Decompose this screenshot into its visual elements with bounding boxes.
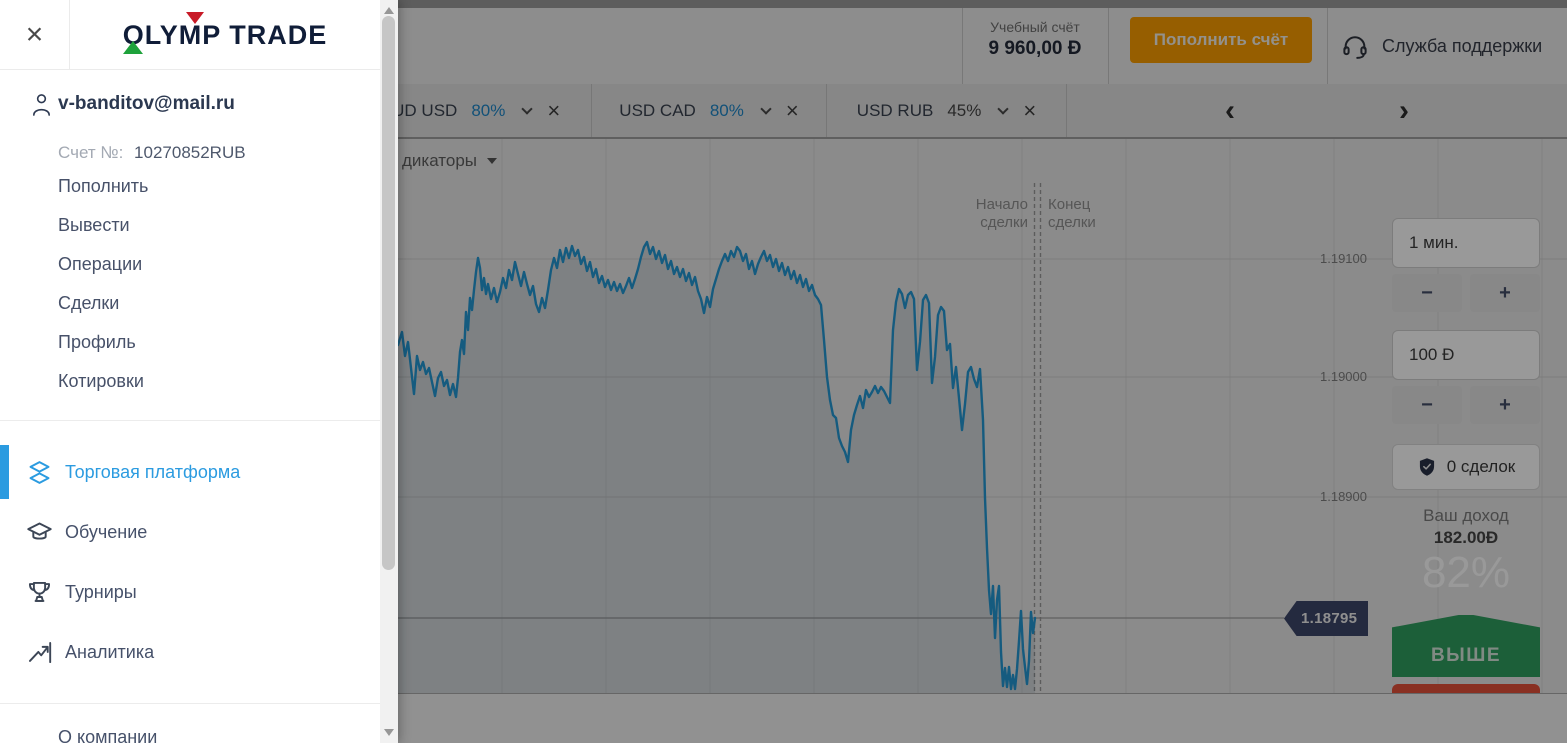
topbar-divider xyxy=(962,8,963,84)
sidebar-item-platform-layers[interactable]: Торговая платформа xyxy=(0,442,380,502)
amount-plus-button[interactable]: + xyxy=(1470,386,1540,424)
platform-layers-icon xyxy=(29,460,50,484)
sidebar-item-label: Обучение xyxy=(65,521,148,542)
amount-input[interactable] xyxy=(1392,330,1540,380)
logo-text: OLYMP TRADE xyxy=(122,11,328,54)
sidebar-item-trophy[interactable]: Турниры xyxy=(0,562,380,622)
account-number-value: 10270852RUB xyxy=(134,143,246,162)
sidebar-account-menu: Пополнить Вывести Операции Сделки Профиль Кот… xyxy=(58,167,148,401)
income-label: Ваш доход xyxy=(1423,506,1509,525)
tabs-scroll-nav: ‹ › xyxy=(1067,84,1567,137)
shield-check-icon xyxy=(1419,458,1434,476)
main-menu-sidebar: × OLYMP TRADE v-banditov@mail.ru Счет №:… xyxy=(0,0,398,743)
account-type-label: Учебный счёт xyxy=(990,19,1080,35)
price-axis-label: 1.19000 xyxy=(1320,369,1367,384)
amount-minus-button[interactable]: − xyxy=(1392,386,1462,424)
sidebar-item-graduation-cap[interactable]: Обучение xyxy=(0,502,380,562)
sidebar-main-nav: Торговая платформа Обучение Турниры Аналити… xyxy=(0,442,380,682)
sidebar-menu-item[interactable]: Операции xyxy=(58,254,143,274)
tabs-next-arrow[interactable]: › xyxy=(1399,93,1409,127)
sidebar-item-label: Турниры xyxy=(65,581,137,602)
support-label: Служба поддержки xyxy=(1382,35,1543,56)
graduation-cap-icon xyxy=(27,522,52,540)
close-tab-icon[interactable]: × xyxy=(1023,97,1037,123)
user-email[interactable]: v-banditov@mail.ru xyxy=(58,93,235,114)
logo-red-triangle-icon xyxy=(185,11,204,24)
sidebar-divider xyxy=(0,703,380,704)
topbar-divider xyxy=(1108,8,1109,84)
user-icon xyxy=(33,94,50,116)
support-link[interactable]: Служба поддержки xyxy=(1340,8,1542,84)
trade-down-button-edge[interactable] xyxy=(1392,684,1540,693)
sidebar-item-label: Торговая платформа xyxy=(65,461,241,482)
sidebar-header: × OLYMP TRADE xyxy=(0,0,380,70)
trade-up-button[interactable]: ВЫШЕ xyxy=(1392,615,1540,677)
analytics-arrow-icon xyxy=(28,641,52,663)
caret-down-icon xyxy=(487,158,498,164)
asset-pair-label: AUD USD xyxy=(380,100,458,120)
asset-payout-percent: 45% xyxy=(947,100,982,120)
deal-end-label: Конец сделки xyxy=(1048,196,1096,231)
tabs-prev-arrow[interactable]: ‹ xyxy=(1225,93,1235,127)
account-balance-value: 9 960,00 Ð xyxy=(988,38,1082,59)
asset-tab-usd-rub[interactable]: USD RUB 45% × xyxy=(827,84,1067,137)
logo[interactable]: OLYMP TRADE xyxy=(70,0,380,70)
asset-payout-percent: 80% xyxy=(471,100,506,120)
price-chart xyxy=(398,139,1567,693)
deal-start-label: Начало сделки xyxy=(975,196,1028,231)
scrollbar-thumb[interactable] xyxy=(382,16,395,570)
asset-tab-aud-usd[interactable]: AUD USD 80% × xyxy=(350,84,592,137)
close-tab-icon[interactable]: × xyxy=(785,97,799,123)
income-percent: 82% xyxy=(1421,548,1511,597)
open-deals-button[interactable]: 0 сделок xyxy=(1392,444,1540,490)
asset-pair-label: USD CAD xyxy=(619,100,696,120)
sidebar-item-about[interactable]: О компании xyxy=(58,727,158,743)
sidebar-scrollbar xyxy=(380,0,398,743)
price-axis-label: 1.19100 xyxy=(1320,251,1367,266)
topbar-divider xyxy=(1327,8,1328,84)
duration-minus-button[interactable]: − xyxy=(1392,274,1462,312)
indicators-dropdown[interactable]: дикаторы xyxy=(402,151,498,171)
scrollbar-down-arrow[interactable] xyxy=(384,729,394,736)
scrollbar-up-arrow[interactable] xyxy=(384,7,394,14)
duration-plus-button[interactable]: + xyxy=(1470,274,1540,312)
deposit-button[interactable]: Пополнить счёт xyxy=(1130,17,1312,63)
account-number-line: Счет №: 10270852RUB xyxy=(58,143,246,163)
trade-panel: − + − + 0 сделок Ваш доход 182.00Ð 82% В… xyxy=(1392,139,1540,693)
indicators-label: дикаторы xyxy=(402,151,478,170)
income-amount: 182.00Ð xyxy=(1433,528,1499,547)
close-menu-button[interactable]: × xyxy=(0,0,70,70)
logo-green-triangle-icon xyxy=(122,40,143,54)
close-tab-icon[interactable]: × xyxy=(547,97,561,123)
headset-icon xyxy=(1343,36,1367,59)
account-number-label: Счет №: xyxy=(58,143,124,162)
sidebar-menu-item[interactable]: Вывести xyxy=(58,215,130,235)
duration-input[interactable] xyxy=(1392,218,1540,268)
sidebar-menu-item[interactable]: Профиль xyxy=(58,332,136,352)
sidebar-menu-item[interactable]: Сделки xyxy=(58,293,120,313)
current-price-tag: 1.18795 xyxy=(1284,601,1368,636)
sidebar-divider xyxy=(0,420,380,421)
sidebar-menu-item[interactable]: Пополнить xyxy=(58,176,149,196)
account-balance-block[interactable]: Учебный счёт 9 960,00 Ð xyxy=(963,8,1107,84)
sidebar-item-label: Аналитика xyxy=(65,641,155,662)
asset-payout-percent: 80% xyxy=(709,100,744,120)
trophy-icon xyxy=(28,581,51,602)
sidebar-item-analytics-arrow[interactable]: Аналитика xyxy=(0,622,380,682)
asset-tab-usd-cad[interactable]: USD CAD 80% × xyxy=(592,84,827,137)
sidebar-menu-item[interactable]: Котировки xyxy=(58,371,144,391)
asset-pair-label: USD RUB xyxy=(856,100,934,120)
price-axis-label: 1.18900 xyxy=(1320,489,1367,504)
deals-count-label: 0 сделок xyxy=(1446,457,1516,476)
window-top-edge xyxy=(0,0,1567,8)
